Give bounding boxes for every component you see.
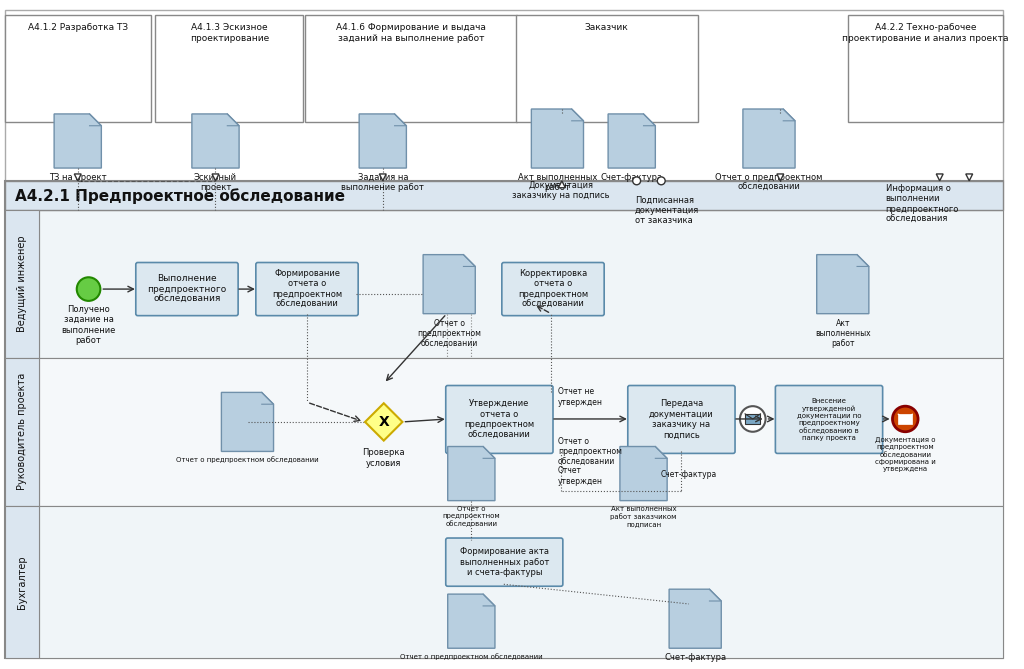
Text: Отчет о
предпроектном
обследовании: Отчет о предпроектном обследовании (417, 318, 481, 349)
Text: Счет-фактура: Счет-фактура (660, 470, 717, 479)
Text: A4.2.1 Предпроектное обследование: A4.2.1 Предпроектное обследование (14, 189, 345, 205)
Bar (156, 15, 303, 122)
Bar (5, 210, 39, 358)
Circle shape (893, 406, 919, 432)
Text: Формирование
отчета о
предпроектном
обследовании: Формирование отчета о предпроектном обсл… (272, 269, 342, 309)
Circle shape (740, 406, 766, 432)
FancyBboxPatch shape (775, 385, 883, 454)
Polygon shape (817, 255, 868, 314)
Text: Внесение
утвержденной
документации по
предпроектному
обследованию в
папку проект: Внесение утвержденной документации по пр… (797, 398, 861, 441)
Bar (5, 181, 1002, 210)
Text: Документация о
предпроектном
обследовании
сформирована и
утверждена: Документация о предпроектном обследовани… (874, 437, 936, 472)
Bar (39, 506, 1002, 658)
Bar (745, 414, 761, 424)
Polygon shape (531, 109, 584, 168)
Text: A4.2.2 Техно-рабочее
проектирование и анализ проекта: A4.2.2 Техно-рабочее проектирование и ан… (842, 23, 1009, 43)
Polygon shape (75, 174, 81, 181)
Text: Ведущий инженер: Ведущий инженер (16, 236, 27, 332)
FancyBboxPatch shape (136, 262, 239, 316)
Text: Информация о
выполнении
предпроектного
обследования: Информация о выполнении предпроектного о… (886, 184, 958, 224)
Polygon shape (359, 114, 407, 168)
Polygon shape (366, 403, 402, 441)
Text: Передача
документации
заказчику на
подпись: Передача документации заказчику на подпи… (649, 399, 714, 440)
Text: A4.1.6 Формирование и выдача
заданий на выполнение работ: A4.1.6 Формирование и выдача заданий на … (336, 23, 485, 43)
Text: Бухгалтер: Бухгалтер (16, 555, 27, 609)
Text: ТЗ на проект: ТЗ на проект (49, 173, 106, 182)
Bar (848, 15, 1002, 122)
Polygon shape (742, 109, 795, 168)
Bar (305, 15, 516, 122)
Text: Акт
выполненных
работ: Акт выполненных работ (815, 318, 870, 349)
FancyBboxPatch shape (445, 538, 563, 586)
Bar (5, 15, 151, 122)
Text: Документация
заказчику на подпись: Документация заказчику на подпись (512, 181, 609, 200)
Circle shape (657, 177, 666, 185)
Text: Отчет о
предпроектном
обследовании: Отчет о предпроектном обследовании (558, 437, 622, 466)
Bar (5, 181, 1002, 658)
Polygon shape (447, 446, 495, 500)
Text: A4.1.2 Разработка ТЗ: A4.1.2 Разработка ТЗ (28, 23, 128, 32)
FancyBboxPatch shape (256, 262, 358, 316)
Polygon shape (212, 174, 219, 181)
Text: Отчет о предпроектном обследовании: Отчет о предпроектном обследовании (400, 653, 543, 660)
Text: Счет-фактура: Счет-фактура (601, 173, 663, 182)
Bar (39, 358, 1002, 506)
Polygon shape (558, 181, 565, 188)
Text: Отчет о предпроектном обследовании: Отчет о предпроектном обследовании (176, 456, 318, 463)
Text: Выполнение
предпроектного
обследования: Выполнение предпроектного обследования (147, 274, 226, 304)
Polygon shape (447, 594, 495, 648)
Text: Руководитель проекта: Руководитель проекта (16, 373, 27, 490)
Circle shape (633, 177, 641, 185)
Text: Получено
задание на
выполнение
работ: Получено задание на выполнение работ (61, 305, 116, 345)
Text: Счет-фактура: Счет-фактура (665, 653, 726, 662)
Text: X: X (379, 415, 389, 429)
Polygon shape (221, 393, 273, 452)
Polygon shape (608, 114, 655, 168)
Text: Корректировка
отчета о
предпроектном
обследовании: Корректировка отчета о предпроектном обс… (518, 269, 588, 309)
Text: Задания на
выполнение работ: Задания на выполнение работ (341, 173, 424, 193)
Bar (898, 414, 912, 423)
Bar (5, 506, 39, 658)
Polygon shape (54, 114, 101, 168)
Text: Отчет о
предпроектном
обследовании: Отчет о предпроектном обследовании (442, 506, 500, 527)
Polygon shape (620, 446, 668, 500)
Polygon shape (191, 114, 240, 168)
Circle shape (77, 277, 100, 301)
Polygon shape (423, 255, 475, 314)
FancyBboxPatch shape (502, 262, 604, 316)
Text: A4.1.3 Эскизное
проектирование: A4.1.3 Эскизное проектирование (189, 23, 269, 43)
Polygon shape (777, 174, 783, 181)
FancyBboxPatch shape (628, 385, 735, 454)
Polygon shape (936, 174, 943, 181)
FancyBboxPatch shape (445, 385, 553, 454)
Text: Подписанная
документация
от заказчика: Подписанная документация от заказчика (635, 195, 699, 225)
Text: Утверждение
отчета о
предпроектном
обследовании: Утверждение отчета о предпроектном обсле… (464, 399, 535, 440)
Bar (5, 358, 39, 506)
Text: Отчет не
утвержден: Отчет не утвержден (558, 387, 603, 407)
Text: Заказчик: Заказчик (585, 23, 629, 32)
Text: Отчет о предпроектном
обследовании: Отчет о предпроектном обследовании (716, 173, 822, 193)
Text: Эскизный
проект: Эскизный проект (194, 173, 237, 193)
Polygon shape (379, 174, 386, 181)
Text: Акт выполненных
работ: Акт выполненных работ (518, 173, 597, 193)
Bar (5, 9, 1002, 181)
Text: Отчет
утвержден: Отчет утвержден (558, 466, 603, 486)
Polygon shape (966, 174, 973, 181)
Polygon shape (669, 589, 721, 648)
Text: Формирование акта
выполненных работ
и счета-фактуры: Формирование акта выполненных работ и сч… (460, 547, 549, 577)
Bar (516, 15, 697, 122)
Bar (39, 210, 1002, 358)
Text: Проверка
условия: Проверка условия (362, 448, 406, 468)
Text: Акт выполненных
работ заказчиком
подписан: Акт выполненных работ заказчиком подписа… (610, 506, 677, 527)
